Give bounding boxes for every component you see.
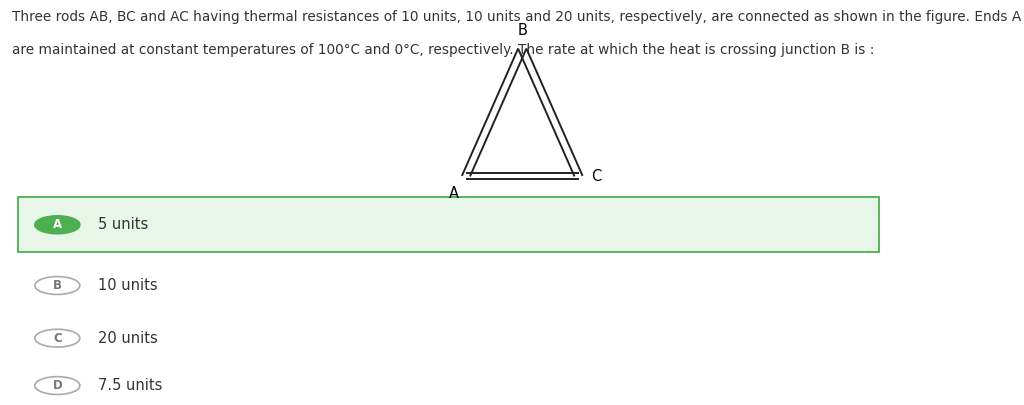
Text: A: A (449, 186, 459, 201)
Text: 10 units: 10 units (98, 278, 158, 293)
Text: 20 units: 20 units (98, 330, 158, 346)
Text: 5 units: 5 units (98, 217, 148, 232)
FancyBboxPatch shape (18, 197, 879, 252)
Text: C: C (591, 168, 601, 184)
Text: B: B (517, 23, 527, 38)
Circle shape (35, 377, 80, 394)
Text: are maintained at constant temperatures of 100°C and 0°C, respectively. The rate: are maintained at constant temperatures … (12, 43, 874, 57)
Text: A: A (53, 218, 61, 231)
Text: B: B (53, 279, 61, 292)
Text: D: D (52, 379, 62, 392)
Circle shape (35, 216, 80, 234)
Text: 7.5 units: 7.5 units (98, 378, 163, 393)
Text: Three rods AB, BC and AC having thermal resistances of 10 units, 10 units and 20: Three rods AB, BC and AC having thermal … (12, 10, 1024, 24)
Text: C: C (53, 332, 61, 345)
Circle shape (35, 329, 80, 347)
Circle shape (35, 277, 80, 294)
